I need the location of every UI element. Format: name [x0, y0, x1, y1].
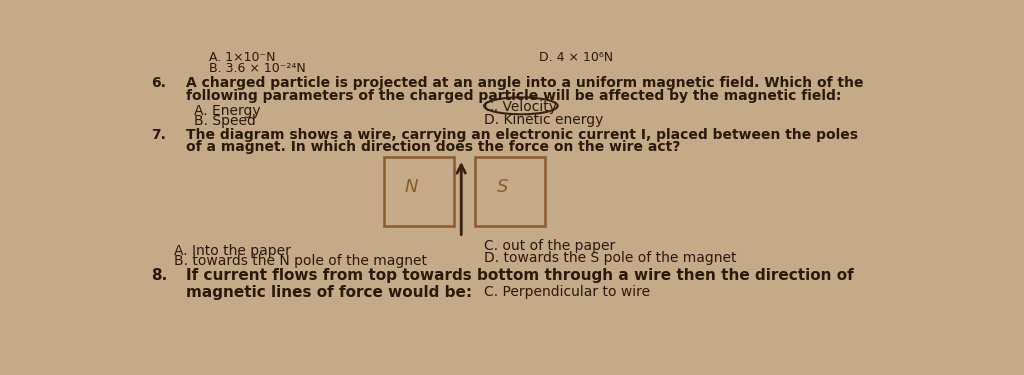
Text: magnetic lines of force would be:: magnetic lines of force would be:	[186, 285, 472, 300]
Text: B. towards the N pole of the magnet: B. towards the N pole of the magnet	[174, 255, 427, 268]
Text: A. 1×10⁻N: A. 1×10⁻N	[209, 51, 275, 64]
Text: of a magnet. In which direction does the force on the wire act?: of a magnet. In which direction does the…	[186, 141, 681, 154]
Text: The diagram shows a wire, carrying an electronic current I, placed between the p: The diagram shows a wire, carrying an el…	[186, 128, 858, 142]
Text: C. Velocity: C. Velocity	[484, 100, 557, 114]
Text: 8.: 8.	[152, 268, 168, 283]
Text: S: S	[497, 178, 508, 196]
Text: If current flows from top towards bottom through a wire then the direction of: If current flows from top towards bottom…	[186, 268, 854, 283]
Text: D. 4 × 10⁶N: D. 4 × 10⁶N	[539, 51, 613, 64]
Text: A. Energy: A. Energy	[194, 104, 260, 117]
Text: following parameters of the charged particle will be affected by the magnetic fi: following parameters of the charged part…	[186, 89, 842, 103]
Text: A charged particle is projected at an angle into a uniform magnetic field. Which: A charged particle is projected at an an…	[186, 76, 863, 90]
Text: D. Kinetic energy: D. Kinetic energy	[484, 113, 604, 127]
Text: C. Perpendicular to wire: C. Perpendicular to wire	[484, 285, 650, 299]
Text: A. Into the paper: A. Into the paper	[174, 244, 292, 258]
Text: B. 3.6 × 10⁻²⁴N: B. 3.6 × 10⁻²⁴N	[209, 62, 306, 75]
Text: 6.: 6.	[152, 76, 166, 90]
Text: C. out of the paper: C. out of the paper	[484, 239, 615, 253]
Text: B. Speed: B. Speed	[194, 114, 256, 128]
Text: 7.: 7.	[152, 128, 166, 142]
Text: D. towards the S pole of the magnet: D. towards the S pole of the magnet	[484, 251, 737, 266]
Bar	[475, 157, 545, 226]
Bar	[384, 157, 454, 226]
Text: N: N	[404, 178, 418, 196]
